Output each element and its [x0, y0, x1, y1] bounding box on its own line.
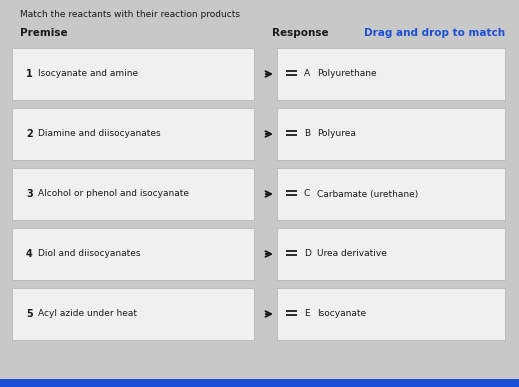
Text: C: C — [304, 190, 310, 199]
Text: Carbamate (urethane): Carbamate (urethane) — [317, 190, 418, 199]
Text: A: A — [304, 70, 310, 79]
FancyBboxPatch shape — [12, 48, 254, 100]
FancyBboxPatch shape — [277, 168, 505, 220]
Text: 4: 4 — [26, 249, 33, 259]
Text: 5: 5 — [26, 309, 33, 319]
FancyBboxPatch shape — [12, 228, 254, 280]
Text: Acyl azide under heat: Acyl azide under heat — [38, 310, 137, 319]
Text: Drag and drop to match: Drag and drop to match — [364, 28, 505, 38]
FancyBboxPatch shape — [277, 48, 505, 100]
Text: E: E — [304, 310, 310, 319]
Text: Diol and diisocyanates: Diol and diisocyanates — [38, 250, 141, 259]
Text: 1: 1 — [26, 69, 33, 79]
FancyBboxPatch shape — [277, 108, 505, 160]
Text: 2: 2 — [26, 129, 33, 139]
FancyBboxPatch shape — [12, 288, 254, 340]
Text: 3: 3 — [26, 189, 33, 199]
Bar — [0, 379, 519, 387]
FancyBboxPatch shape — [12, 108, 254, 160]
Text: Isocyanate: Isocyanate — [317, 310, 366, 319]
Text: Polyurethane: Polyurethane — [317, 70, 377, 79]
FancyBboxPatch shape — [277, 228, 505, 280]
FancyBboxPatch shape — [277, 288, 505, 340]
Text: Polyurea: Polyurea — [317, 130, 356, 139]
Text: Alcohol or phenol and isocyanate: Alcohol or phenol and isocyanate — [38, 190, 189, 199]
Text: D: D — [304, 250, 311, 259]
FancyBboxPatch shape — [12, 168, 254, 220]
Text: Isocyanate and amine: Isocyanate and amine — [38, 70, 138, 79]
Text: B: B — [304, 130, 310, 139]
Text: Premise: Premise — [20, 28, 67, 38]
Text: Response: Response — [272, 28, 329, 38]
Text: Match the reactants with their reaction products: Match the reactants with their reaction … — [20, 10, 240, 19]
Text: Diamine and diisocyanates: Diamine and diisocyanates — [38, 130, 160, 139]
Text: Urea derivative: Urea derivative — [317, 250, 387, 259]
